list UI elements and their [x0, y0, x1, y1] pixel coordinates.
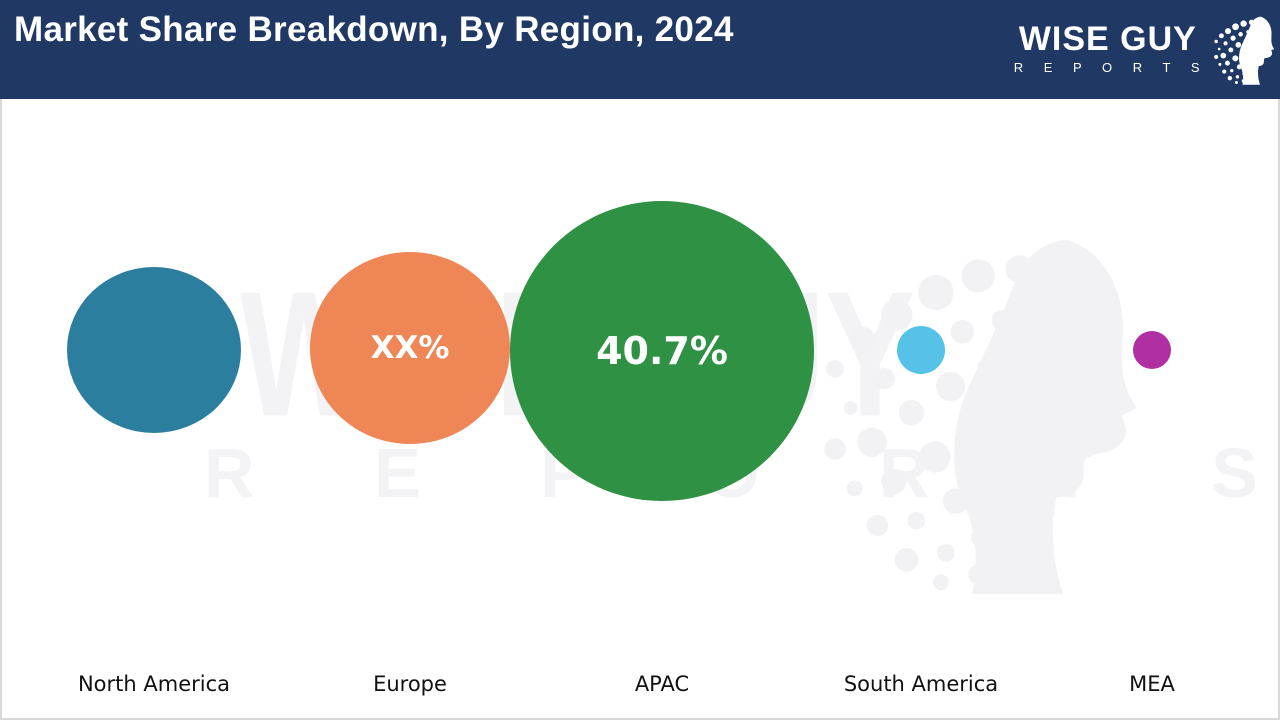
bubble-mea [1133, 331, 1171, 369]
category-label-south-america: South America [843, 672, 999, 696]
logo-text: WISE GUY R E P O R T S [1008, 22, 1208, 75]
wise-guy-logo: WISE GUY R E P O R T S [1014, 0, 1280, 99]
bubble-value-label: XX% [370, 330, 450, 366]
bubble-apac: 40.7% [510, 201, 814, 501]
category-label-apac: APAC [634, 672, 690, 696]
bubble-value-label: 40.7% [596, 329, 728, 373]
category-label-mea: MEA [1129, 672, 1175, 696]
logo-reports-text: R E P O R T S [1013, 60, 1208, 75]
header-bar: Market Share Breakdown, By Region, 2024 … [0, 0, 1280, 99]
category-label-europe: Europe [373, 672, 447, 696]
logo-head-icon [1214, 16, 1275, 85]
category-label-north-america: North America [77, 672, 231, 696]
page-title: Market Share Breakdown, By Region, 2024 [14, 10, 734, 49]
bubble-europe: XX% [310, 252, 510, 444]
logo-wordmark: WISE GUY [1018, 20, 1197, 58]
bubble-north-america [67, 267, 241, 433]
